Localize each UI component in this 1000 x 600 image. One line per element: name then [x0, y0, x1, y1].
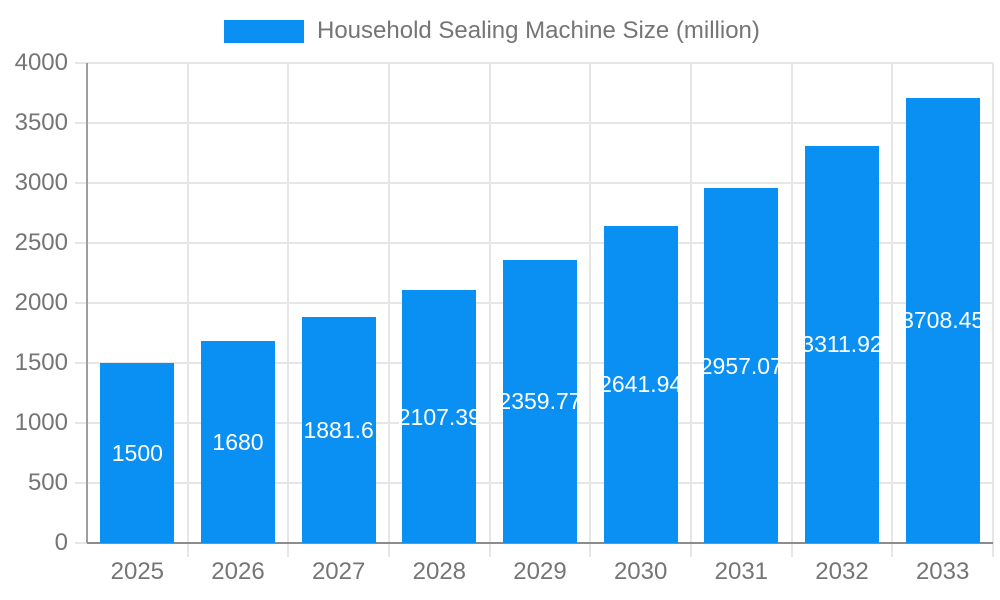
bar-value-label: 1680 [212, 429, 264, 456]
x-axis-label: 2025 [110, 558, 165, 585]
v-gridline [992, 63, 994, 557]
x-axis-label: 2031 [714, 558, 769, 585]
bar-value-label: 2641.94 [599, 371, 683, 398]
y-axis-label: 1000 [14, 409, 68, 436]
bar-value-label: 2957.07 [699, 352, 783, 379]
y-axis-label: 1500 [14, 349, 68, 376]
legend-item[interactable]: Household Sealing Machine Size (million) [224, 17, 760, 45]
x-axis-label: 2029 [513, 558, 567, 585]
y-axis-label: 3500 [14, 109, 68, 136]
x-axis-label: 2028 [412, 558, 467, 585]
x-axis-label: 2033 [915, 558, 970, 585]
h-gridline [75, 242, 993, 244]
v-gridline [388, 63, 390, 557]
h-gridline [75, 122, 993, 124]
y-axis-label: 3000 [14, 169, 68, 196]
bar[interactable] [603, 225, 678, 543]
bar[interactable] [201, 341, 275, 543]
v-gridline [690, 63, 692, 557]
y-axis-line [86, 63, 88, 543]
x-axis-label: 2027 [311, 558, 366, 585]
bar[interactable] [100, 363, 175, 543]
bar[interactable] [704, 188, 779, 543]
bar[interactable] [905, 98, 980, 543]
y-axis-label: 2500 [14, 229, 68, 256]
y-axis-label: 500 [27, 469, 68, 496]
v-gridline [891, 63, 894, 557]
bar[interactable] [402, 290, 477, 543]
h-gridline [75, 182, 993, 184]
v-gridline [589, 63, 592, 557]
legend-label: Household Sealing Machine Size (million) [317, 17, 760, 44]
v-gridline [488, 63, 491, 557]
v-gridline [186, 63, 189, 557]
bar[interactable] [301, 317, 376, 543]
v-gridline [287, 63, 290, 557]
y-axis-label: 2000 [14, 289, 68, 316]
bar[interactable] [503, 259, 577, 543]
bar-value-label: 2107.39 [397, 403, 481, 430]
y-axis-label: 0 [54, 529, 68, 556]
x-axis-label: 2032 [815, 558, 869, 585]
bar[interactable] [805, 145, 879, 543]
bar-value-label: 3708.45 [901, 307, 985, 334]
bar-value-label: 1881.6 [303, 417, 374, 444]
v-gridline [790, 63, 793, 557]
x-axis-label: 2030 [613, 558, 668, 585]
y-axis-label: 4000 [14, 49, 68, 76]
h-gridline [75, 62, 993, 64]
bar-value-label: 1500 [111, 440, 163, 466]
x-axis-label: 2026 [211, 558, 265, 585]
bar-value-label: 3311.92 [801, 331, 883, 358]
plot-area: 0 500 1000 1500 2000 2500 3000 3500 4000 1500 2025… [15, 49, 994, 585]
x-axis-line [87, 542, 993, 544]
legend-swatch-icon [224, 19, 304, 43]
bar-value-label: 2359.77 [498, 388, 582, 415]
